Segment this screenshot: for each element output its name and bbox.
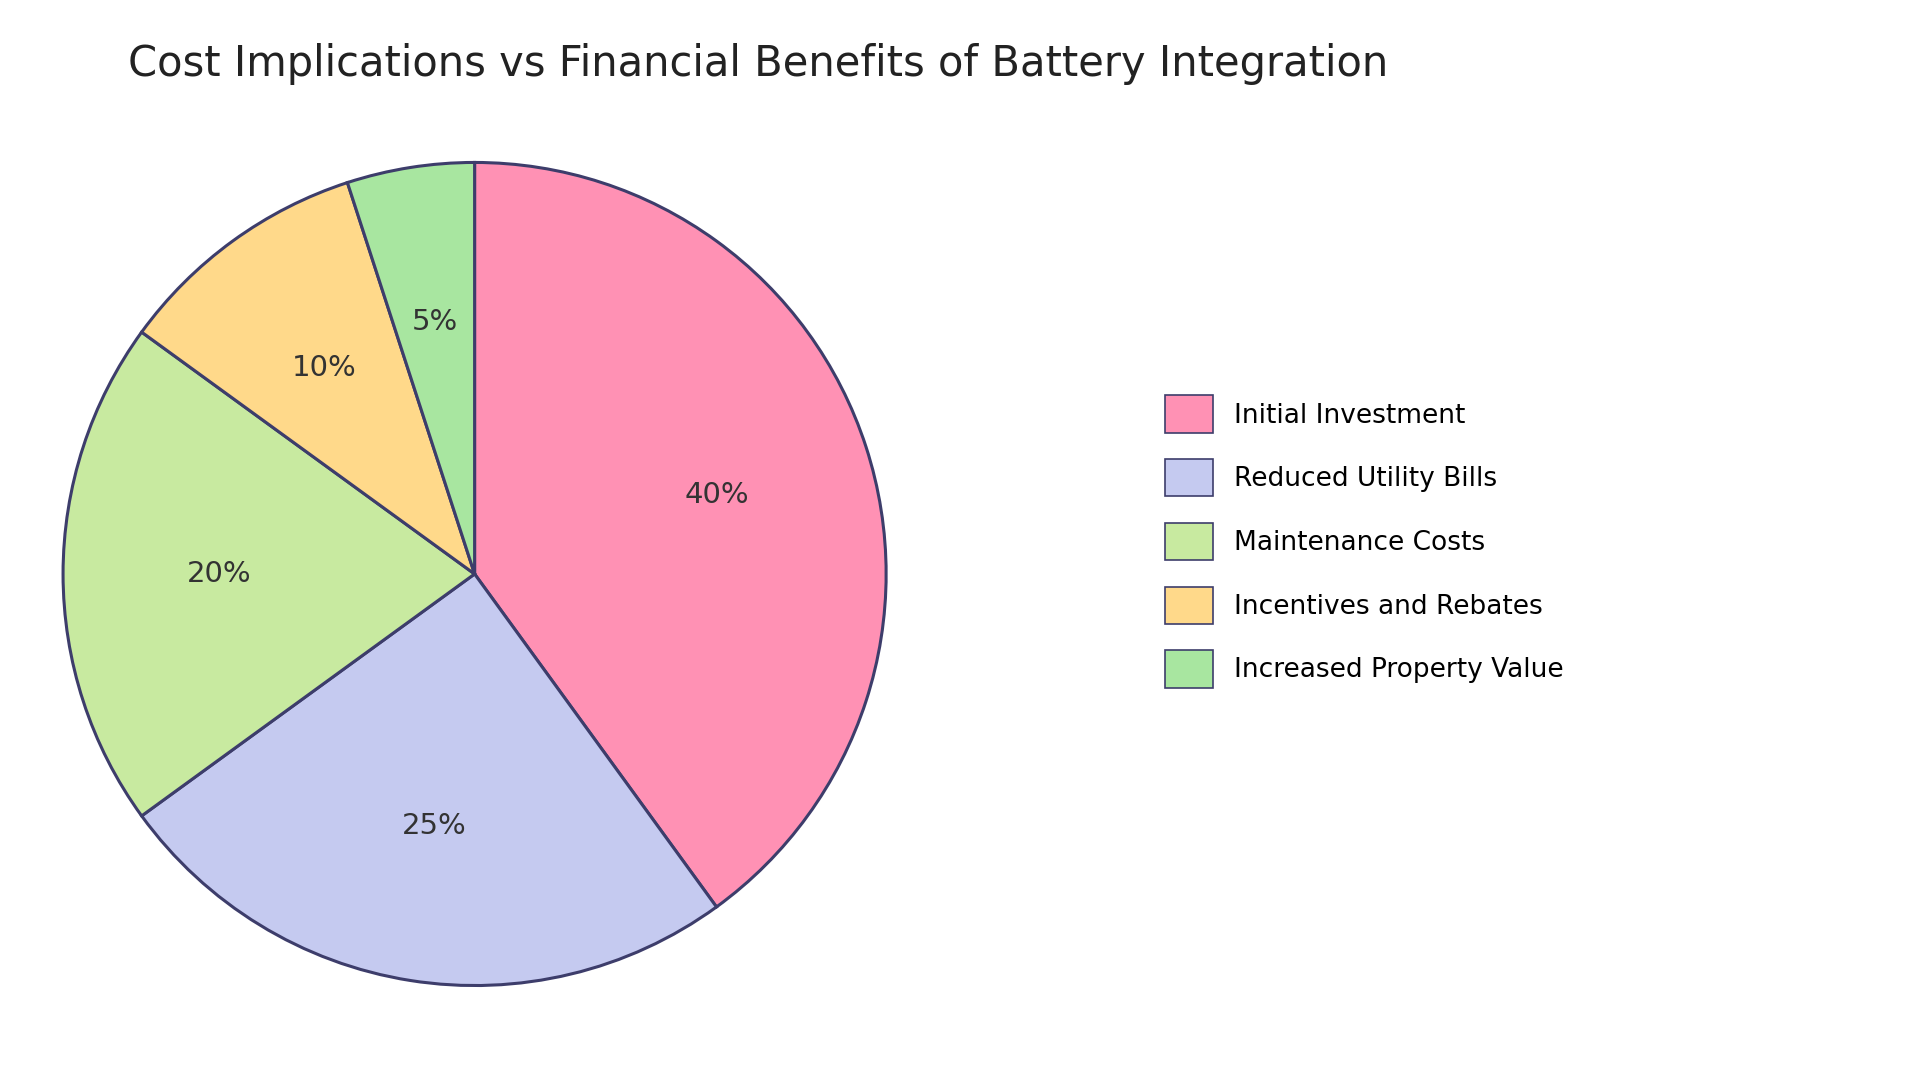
Wedge shape [474, 162, 887, 906]
Text: Cost Implications vs Financial Benefits of Battery Integration: Cost Implications vs Financial Benefits … [129, 43, 1388, 86]
Text: 40%: 40% [685, 481, 749, 509]
Wedge shape [142, 574, 716, 986]
Text: 5%: 5% [411, 308, 457, 336]
Wedge shape [63, 332, 474, 815]
Text: 10%: 10% [292, 353, 357, 381]
Text: 25%: 25% [403, 812, 467, 840]
Wedge shape [348, 162, 474, 574]
Wedge shape [142, 183, 474, 574]
Text: 20%: 20% [186, 560, 252, 588]
Legend: Initial Investment, Reduced Utility Bills, Maintenance Costs, Incentives and Reb: Initial Investment, Reduced Utility Bill… [1165, 395, 1563, 688]
